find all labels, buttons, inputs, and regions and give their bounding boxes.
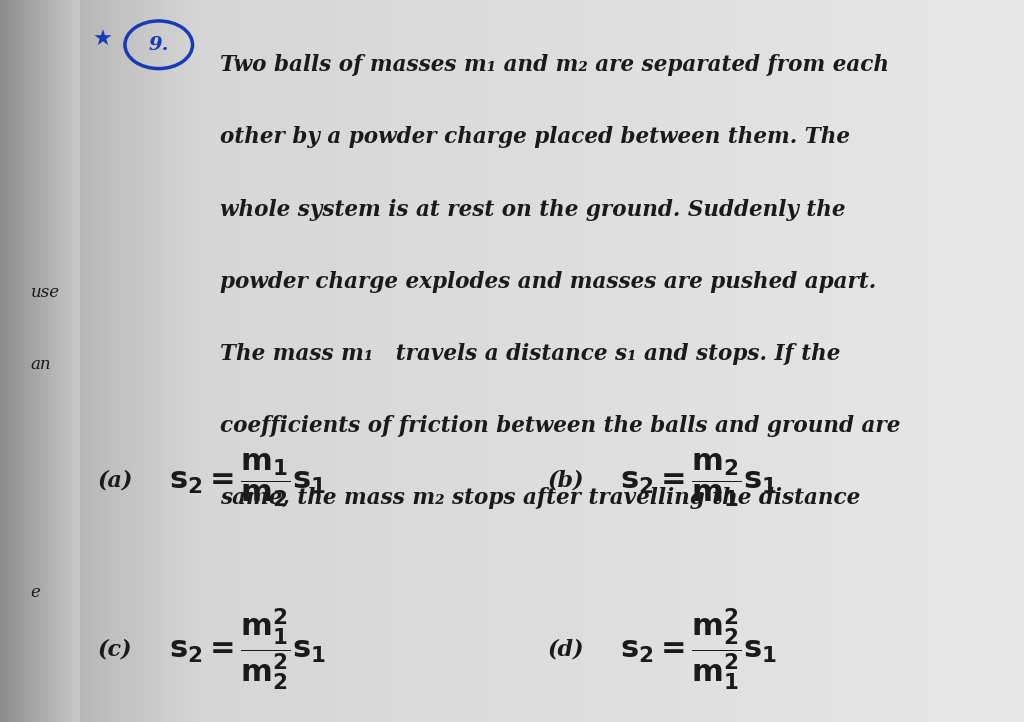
Text: (a): (a)	[97, 469, 133, 491]
Text: $\mathbf{s_2 = \dfrac{m_2^2}{m_1^2}s_1}$: $\mathbf{s_2 = \dfrac{m_2^2}{m_1^2}s_1}$	[620, 606, 776, 693]
Text: whole system is at rest on the ground. Suddenly the: whole system is at rest on the ground. S…	[220, 199, 846, 220]
Text: ★: ★	[92, 30, 113, 50]
Text: Two balls of masses m₁ and m₂ are separated from each: Two balls of masses m₁ and m₂ are separa…	[220, 54, 889, 76]
Text: (b): (b)	[548, 469, 585, 491]
Text: $\mathbf{s_2 = \dfrac{m_1^2}{m_2^2}s_1}$: $\mathbf{s_2 = \dfrac{m_1^2}{m_2^2}s_1}$	[169, 606, 326, 693]
Text: an: an	[31, 356, 51, 373]
Text: coefficients of friction between the balls and ground are: coefficients of friction between the bal…	[220, 415, 900, 437]
Text: e: e	[31, 583, 41, 601]
Text: (c): (c)	[97, 639, 132, 661]
Text: use: use	[31, 284, 59, 301]
Text: powder charge explodes and masses are pushed apart.: powder charge explodes and masses are pu…	[220, 271, 877, 292]
Text: 9.: 9.	[148, 36, 169, 53]
Text: $\mathbf{s_2 = \dfrac{m_1}{m_2}s_1}$: $\mathbf{s_2 = \dfrac{m_1}{m_2}s_1}$	[169, 451, 326, 509]
Text: The mass m₁   travels a distance s₁ and stops. If the: The mass m₁ travels a distance s₁ and st…	[220, 343, 841, 365]
Text: (d): (d)	[548, 639, 585, 661]
Text: other by a powder charge placed between them. The: other by a powder charge placed between …	[220, 126, 850, 148]
Text: same, the mass m₂ stops after travelling the distance: same, the mass m₂ stops after travelling…	[220, 487, 860, 509]
Text: $\mathbf{s_2 = \dfrac{m_2}{m_1}s_1}$: $\mathbf{s_2 = \dfrac{m_2}{m_1}s_1}$	[620, 451, 776, 509]
